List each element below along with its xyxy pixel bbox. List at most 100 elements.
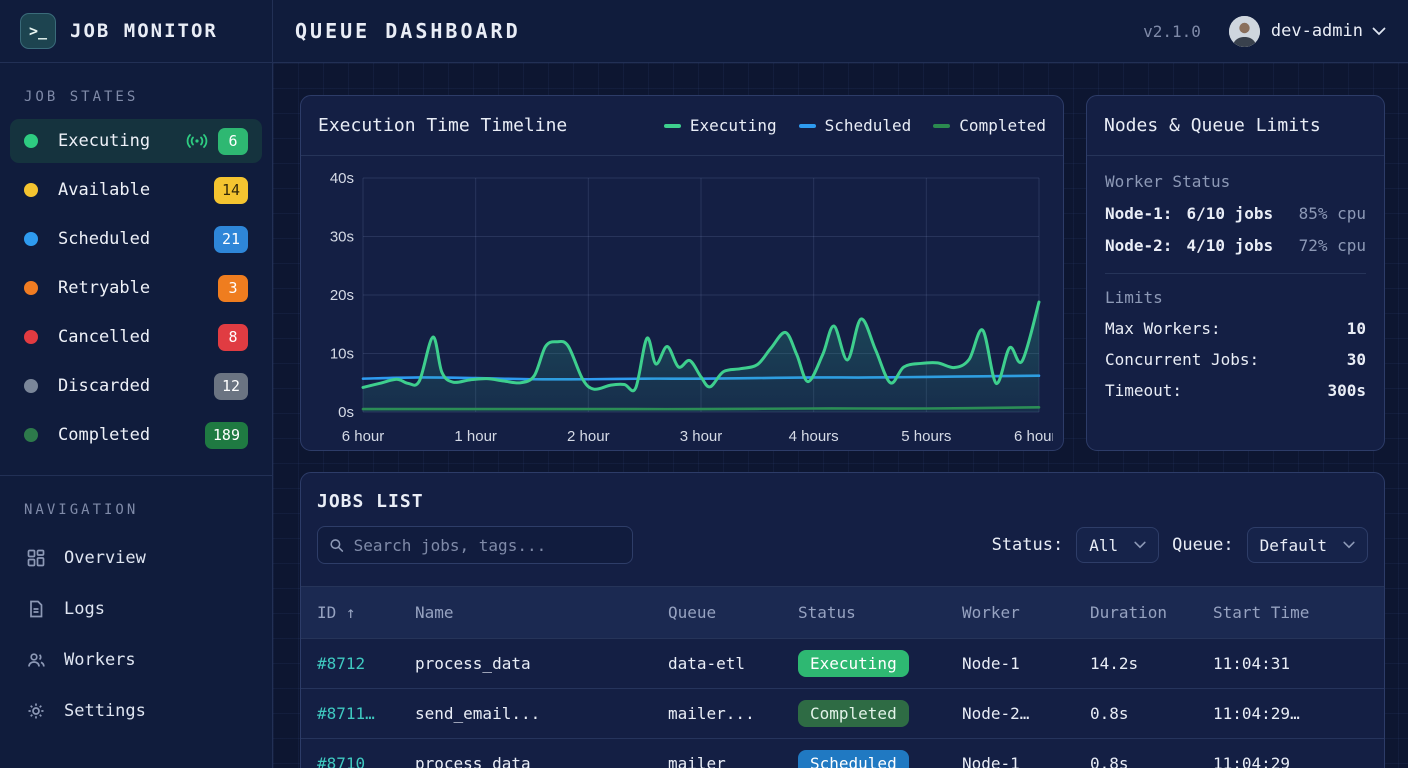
sidebar-item-scheduled[interactable]: Scheduled 21 — [10, 217, 262, 261]
node-cpu: 72% cpu — [1298, 236, 1366, 255]
search-input[interactable] — [353, 535, 621, 555]
sidebar-header: >_ JOB MONITOR — [0, 0, 272, 63]
legend-item-scheduled[interactable]: Scheduled — [798, 116, 912, 135]
state-label: Available — [58, 180, 151, 200]
column-header-name[interactable]: Name — [415, 603, 454, 622]
job-id-link[interactable]: #8712 — [317, 654, 366, 673]
legend-label: Executing — [689, 116, 777, 135]
column-header-status[interactable]: Status — [798, 603, 856, 622]
settings-gear-icon — [28, 703, 44, 718]
scheduled-dot-icon — [24, 232, 38, 246]
jobs-list-panel: JOBS LIST Status: All Queue: D — [300, 472, 1385, 768]
sidebar-item-available[interactable]: Available 14 — [10, 168, 262, 212]
retryable-dot-icon — [24, 281, 38, 295]
node-jobs: 6/10 jobs — [1186, 204, 1274, 223]
legend-item-completed[interactable]: Completed — [933, 116, 1046, 135]
job-id-link[interactable]: #8711… — [317, 704, 375, 723]
job-queue: mailer — [668, 754, 726, 768]
table-row[interactable]: #8712 process_data data-etl Executing No… — [301, 639, 1384, 689]
svg-text:2 hour: 2 hour — [567, 428, 610, 445]
limit-row-timeout: Timeout: 300s — [1105, 381, 1366, 400]
svg-text:40s: 40s — [330, 170, 354, 187]
limit-row-max-workers: Max Workers: 10 — [1105, 319, 1366, 338]
state-label: Retryable — [58, 278, 151, 298]
node-1-status-row: Node-1: 6/10 jobs 85% cpu — [1105, 204, 1366, 223]
svg-text:1 hour: 1 hour — [454, 428, 497, 445]
sidebar: >_ JOB MONITOR JOB STATES Executing 6 Av… — [0, 0, 273, 768]
jobs-search-box — [317, 526, 633, 564]
state-label: Scheduled — [58, 229, 151, 249]
state-label: Executing — [58, 131, 151, 151]
limit-value: 30 — [1346, 350, 1366, 369]
svg-text:10s: 10s — [330, 346, 354, 363]
legend-label: Scheduled — [824, 116, 912, 135]
chart-legend: Executing Scheduled Completed — [663, 116, 1046, 135]
sidebar-item-cancelled[interactable]: Cancelled 8 — [10, 315, 262, 359]
job-duration: 14.2s — [1090, 654, 1139, 673]
column-header-worker[interactable]: Worker — [962, 603, 1020, 622]
status-badge: Scheduled — [798, 750, 909, 768]
chevron-down-icon — [1343, 541, 1355, 549]
executing-dot-icon — [24, 134, 38, 148]
queue-filter-label: Queue: — [1172, 535, 1234, 555]
svg-text:3 hour: 3 hour — [680, 428, 723, 445]
count-badge: 8 — [218, 323, 248, 351]
limit-label: Max Workers: — [1105, 319, 1221, 338]
job-duration: 0.8s — [1090, 754, 1129, 768]
job-id-link[interactable]: #8710 — [317, 754, 366, 768]
svg-text:0s: 0s — [338, 404, 354, 421]
available-dot-icon — [24, 183, 38, 197]
search-icon — [330, 538, 344, 552]
job-name: process_data — [415, 654, 531, 673]
sidebar-item-completed[interactable]: Completed 189 — [10, 413, 262, 457]
node-name: Node-2: — [1105, 236, 1173, 255]
limit-label: Timeout: — [1105, 381, 1183, 400]
node-2-status-row: Node-2: 4/10 jobs 72% cpu — [1105, 236, 1366, 255]
user-avatar[interactable] — [1228, 15, 1260, 47]
status-badge: Executing — [798, 650, 909, 677]
queue-filter-value: Default — [1259, 535, 1327, 555]
column-header-queue[interactable]: Queue — [668, 603, 717, 622]
count-badge: 3 — [218, 274, 248, 302]
sidebar-item-retryable[interactable]: Retryable 3 — [10, 266, 262, 310]
sidebar-item-logs[interactable]: Logs — [0, 583, 272, 634]
table-row[interactable]: #8711… send_email... mailer... Completed… — [301, 689, 1384, 739]
navigation-section-label: NAVIGATION — [24, 502, 139, 518]
status-filter-label: Status: — [991, 535, 1064, 555]
chevron-down-icon — [1134, 541, 1146, 549]
job-queue: data-etl — [668, 654, 746, 673]
state-label: Completed — [58, 425, 151, 445]
logs-file-icon — [30, 600, 43, 617]
column-header-id[interactable]: ID ↑ — [317, 603, 356, 622]
timeline-chart: 0s 10s 20s 30s 40s 6 hour 1 hour 2 hour 3 hour 4 … — [330, 170, 1064, 445]
limit-row-concurrent-jobs: Concurrent Jobs: 30 — [1105, 350, 1366, 369]
sidebar-item-executing[interactable]: Executing 6 — [10, 119, 262, 163]
sidebar-item-discarded[interactable]: Discarded 12 — [10, 364, 262, 408]
workers-people-icon — [28, 652, 45, 667]
nav-label: Logs — [64, 598, 105, 619]
svg-text:5 hours: 5 hours — [901, 428, 951, 445]
status-filter-value: All — [1089, 535, 1119, 555]
status-filter-select[interactable]: All — [1076, 527, 1160, 563]
main-content: Execution Time Timeline Executing Schedu… — [273, 63, 1408, 768]
sidebar-divider — [0, 475, 272, 476]
legend-item-executing[interactable]: Executing — [663, 116, 777, 135]
nodes-queue-limits-panel: Nodes & Queue Limits Worker Status Node-… — [1086, 95, 1385, 451]
state-label: Discarded — [58, 376, 151, 396]
table-row[interactable]: #8710 process_data mailer Scheduled Node… — [301, 739, 1384, 768]
svg-text:6 hour: 6 hour — [342, 428, 385, 445]
sidebar-item-workers[interactable]: Workers — [0, 634, 272, 685]
sidebar-item-settings[interactable]: Settings — [0, 685, 272, 736]
app-title: JOB MONITOR — [70, 20, 218, 42]
nodes-panel-title: Nodes & Queue Limits — [1104, 115, 1321, 136]
sidebar-item-overview[interactable]: Overview — [0, 532, 272, 583]
count-badge: 12 — [213, 372, 248, 400]
chevron-down-icon[interactable] — [1372, 27, 1386, 36]
username-label[interactable]: dev-admin — [1270, 21, 1363, 41]
job-worker: Node-2… — [962, 704, 1030, 723]
queue-filter-select[interactable]: Default — [1246, 527, 1368, 563]
cancelled-dot-icon — [24, 330, 38, 344]
chart-title: Execution Time Timeline — [318, 115, 568, 136]
column-header-duration[interactable]: Duration — [1090, 603, 1168, 622]
column-header-start-time[interactable]: Start Time — [1213, 603, 1310, 622]
